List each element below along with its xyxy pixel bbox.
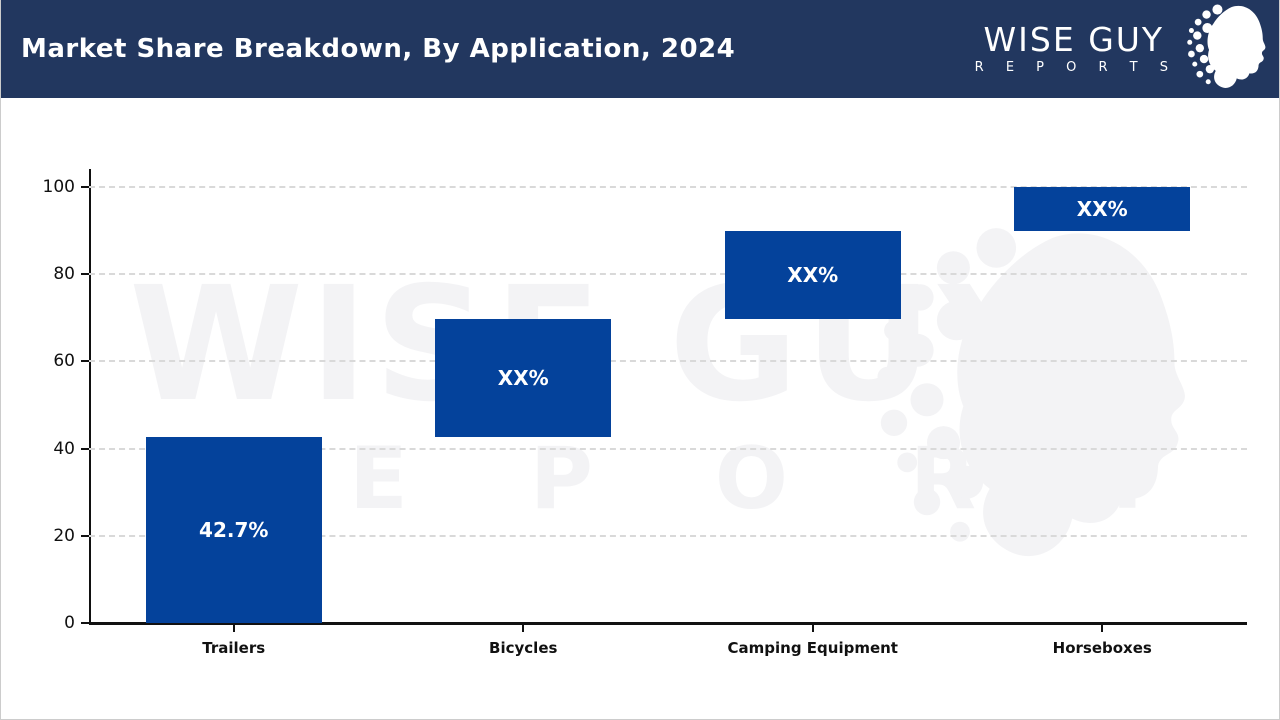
x-tick-3 bbox=[1101, 625, 1104, 632]
brand-logo-text: WISE GUY R E P O R T S bbox=[971, 23, 1177, 75]
x-tick-0 bbox=[232, 625, 235, 632]
gridline-40 bbox=[89, 447, 1247, 450]
gridline-20 bbox=[89, 534, 1247, 537]
logo-head-icon bbox=[1183, 2, 1267, 96]
page-title: Market Share Breakdown, By Application, … bbox=[21, 34, 736, 64]
y-tick-label-20: 20 bbox=[53, 525, 75, 546]
logo-wordmark: WISE GUY bbox=[983, 20, 1165, 60]
y-tick-40 bbox=[81, 447, 89, 450]
x-category-label-0: Trailers bbox=[202, 639, 266, 657]
x-category-label-1: Bicycles bbox=[489, 639, 558, 657]
y-tick-label-40: 40 bbox=[53, 438, 75, 459]
x-tick-1 bbox=[522, 625, 525, 632]
bar-horseboxes: XX% bbox=[1014, 187, 1191, 232]
y-tick-label-60: 60 bbox=[53, 351, 75, 372]
bar-value-label: 42.7% bbox=[199, 517, 269, 542]
gridline-60 bbox=[89, 360, 1247, 363]
bar-value-label: XX% bbox=[787, 263, 839, 288]
bar-value-label: XX% bbox=[1076, 197, 1128, 222]
brand-logo: WISE GUY R E P O R T S bbox=[971, 2, 1267, 96]
bar-bicycles: XX% bbox=[435, 319, 612, 437]
x-category-label-3: Horseboxes bbox=[1052, 639, 1152, 657]
gridline-80 bbox=[89, 273, 1247, 276]
bar-camping-equipment: XX% bbox=[724, 231, 901, 320]
x-axis-line bbox=[89, 622, 1247, 625]
y-tick-label-80: 80 bbox=[53, 264, 75, 285]
y-tick-80 bbox=[81, 273, 89, 276]
y-tick-label-100: 100 bbox=[42, 177, 75, 197]
chart-canvas: WISE GUY R E P O R T S 0 20 40 60 80 100 42.7%… bbox=[1, 98, 1279, 719]
bar-trailers: 42.7% bbox=[145, 436, 322, 623]
y-tick-100 bbox=[81, 186, 89, 188]
y-tick-label-0: 0 bbox=[64, 613, 75, 633]
y-tick-0 bbox=[81, 622, 89, 624]
x-tick-2 bbox=[811, 625, 814, 632]
x-category-label-2: Camping Equipment bbox=[727, 639, 898, 657]
gridline-100 bbox=[89, 186, 1247, 188]
y-tick-60 bbox=[81, 360, 89, 363]
bar-value-label: XX% bbox=[497, 365, 549, 390]
y-axis-line bbox=[89, 169, 91, 625]
y-tick-20 bbox=[81, 534, 89, 537]
header-bar: Market Share Breakdown, By Application, … bbox=[1, 0, 1279, 98]
logo-subtext: R E P O R T S bbox=[974, 59, 1177, 75]
